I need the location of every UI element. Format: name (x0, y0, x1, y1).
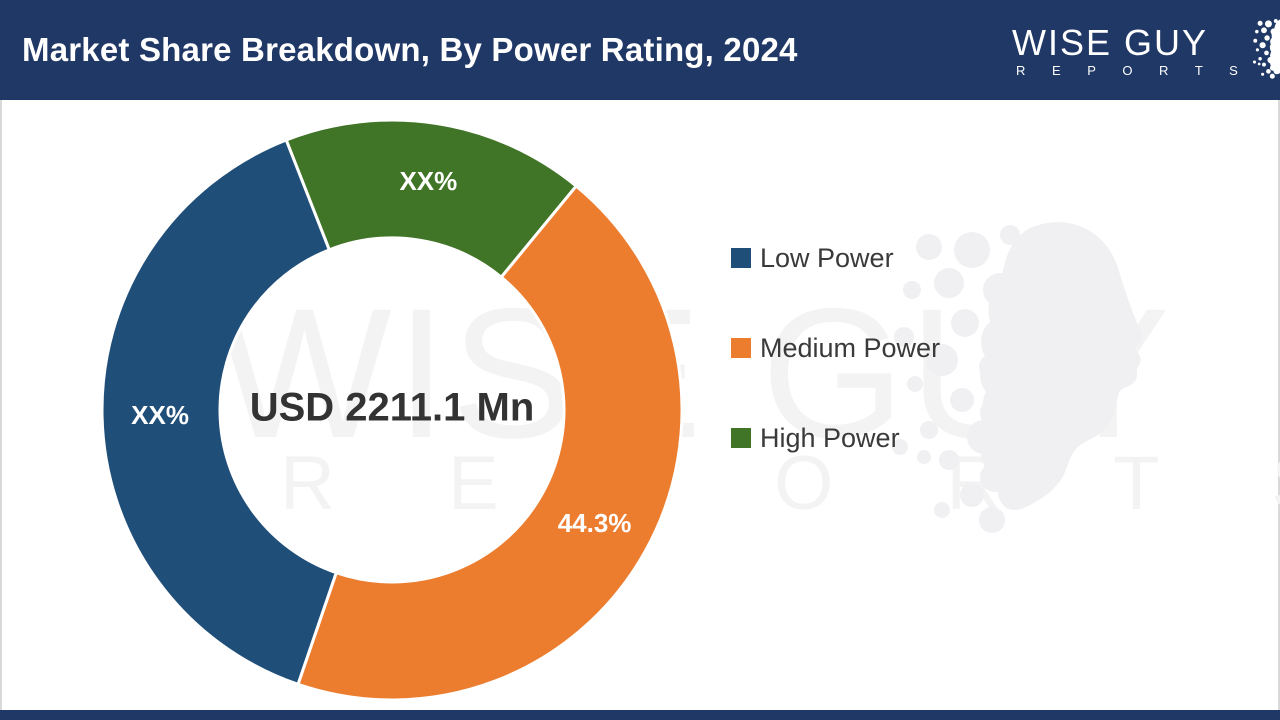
legend-swatch (731, 248, 751, 268)
slice-percentage-label: 44.3% (558, 508, 632, 538)
slice-percentage-label: XX% (131, 400, 189, 430)
legend-label: Low Power (760, 242, 894, 273)
watermark-subtitle: R E P O R T S (280, 441, 1280, 526)
slice-percentage-label: XX% (399, 166, 457, 196)
chart-area: WISE GUY R E P O R T S XX% 44.3% XX% USD 2… (0, 100, 1280, 710)
legend-swatch (731, 428, 751, 448)
legend-item-medium-power: Medium Power (731, 332, 941, 363)
wiseguy-logo: WISE GUY R E P O R T S (1012, 6, 1280, 96)
legend-label: High Power (760, 422, 900, 453)
donut-slice-high-power (284, 118, 578, 279)
legend-label: Medium Power (760, 332, 941, 363)
page-title: Market Share Breakdown, By Power Rating,… (22, 31, 798, 68)
logo-subtitle: R E P O R T S (1016, 63, 1250, 79)
logo-wordmark: WISE GUY (1012, 21, 1209, 63)
logo-text: WISE GUY R E P O R T S (1012, 21, 1250, 79)
donut-slice-medium-power (296, 184, 684, 702)
donut-center-value: USD 2211.1 Mn (249, 385, 535, 430)
legend-swatch (731, 338, 751, 358)
logo-face-icon (1253, 18, 1280, 79)
chart-legend: Low Power Medium Power High Power (731, 242, 941, 514)
footer-bar (0, 710, 1280, 720)
legend-item-high-power: High Power (731, 422, 940, 453)
donut-chart: XX% 44.3% XX% (100, 118, 684, 702)
legend-item-low-power: Low Power (731, 242, 940, 273)
donut-slice-low-power (100, 138, 338, 686)
header-bar: Market Share Breakdown, By Power Rating,… (0, 0, 1280, 100)
